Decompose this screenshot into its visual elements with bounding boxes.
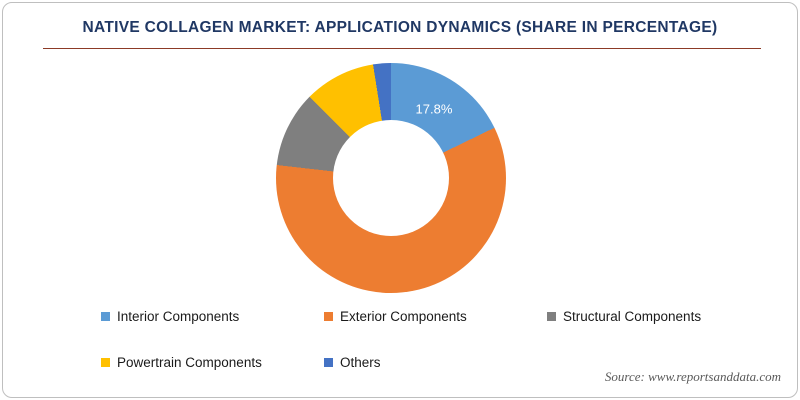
source-credit: Source: www.reportsanddata.com — [604, 369, 781, 384]
legend-label-exterior: Exterior Components — [340, 309, 467, 324]
legend-item-structural-components: Structural Components — [547, 309, 770, 324]
legend-label-powertrain: Powertrain Components — [117, 355, 262, 370]
legend-marker-exterior-icon — [324, 312, 333, 321]
legend-marker-powertrain-icon — [101, 358, 110, 367]
title-divider — [43, 48, 761, 49]
legend-label-others: Others — [340, 355, 381, 370]
legend-label-interior: Interior Components — [117, 309, 240, 324]
legend-item-others: Others — [324, 355, 547, 370]
donut-chart-area: 17.8% — [276, 63, 506, 293]
legend-marker-structural-icon — [547, 312, 556, 321]
legend-row-1: Interior Components Exterior Components … — [101, 309, 770, 324]
legend-row-2: Powertrain Components Others — [101, 355, 547, 370]
legend-marker-interior-icon — [101, 312, 110, 321]
slice-label-interior: 17.8% — [415, 101, 453, 117]
legend-marker-others-icon — [324, 358, 333, 367]
legend-item-exterior-components: Exterior Components — [324, 309, 547, 324]
legend-item-powertrain-components: Powertrain Components — [101, 355, 324, 370]
legend-item-interior-components: Interior Components — [101, 309, 324, 324]
legend-label-structural: Structural Components — [563, 309, 702, 324]
chart-title: NATIVE COLLAGEN MARKET: APPLICATION DYNA… — [82, 19, 718, 36]
donut-hole — [333, 120, 449, 236]
